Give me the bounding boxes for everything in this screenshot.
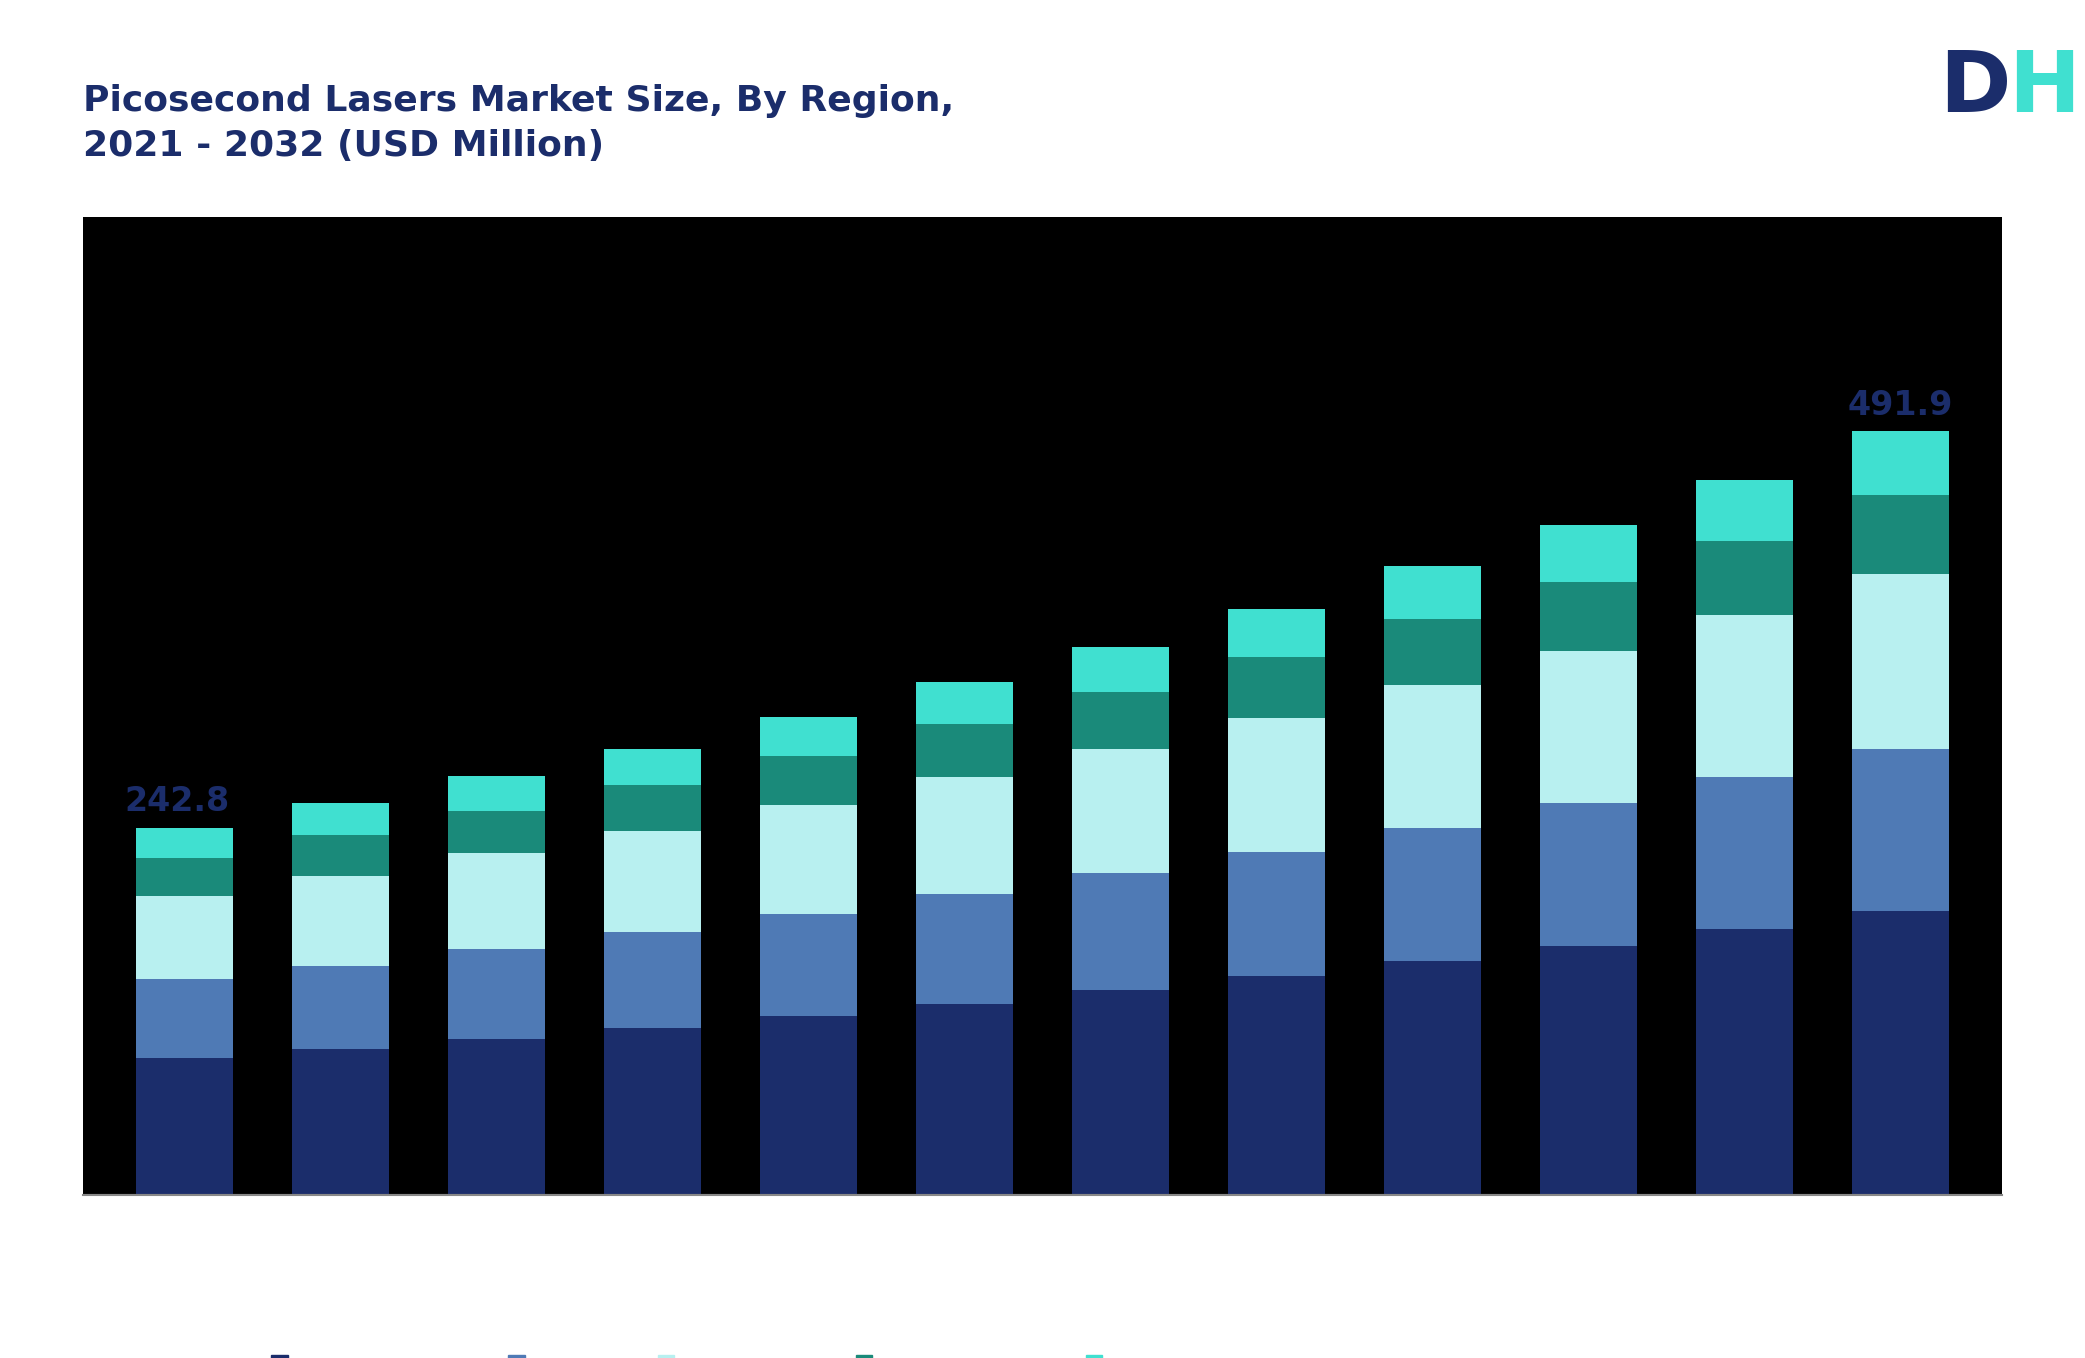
Bar — [761, 914, 857, 1016]
Bar — [1541, 581, 1637, 652]
Bar — [136, 896, 234, 979]
Bar — [605, 785, 701, 831]
Bar — [761, 805, 857, 914]
Text: D: D — [1939, 46, 2010, 130]
Bar — [292, 966, 390, 1050]
Bar — [915, 1004, 1013, 1195]
Bar — [292, 876, 390, 966]
Bar — [1541, 803, 1637, 947]
Bar — [761, 1016, 857, 1195]
Bar — [761, 717, 857, 756]
Bar — [915, 895, 1013, 1004]
Bar — [1384, 827, 1480, 961]
Bar — [136, 979, 234, 1058]
Bar — [1851, 748, 1949, 911]
Bar — [1228, 657, 1324, 718]
Legend: North America, Europe, Asia Pacific, Latin America, Middle East & Africa: North America, Europe, Asia Pacific, Lat… — [261, 1346, 1364, 1358]
Text: Picosecond Lasers Market Size, By Region,
2021 - 2032 (USD Million): Picosecond Lasers Market Size, By Region… — [83, 84, 955, 163]
Bar — [1072, 693, 1170, 748]
Bar — [761, 756, 857, 805]
Bar — [605, 831, 701, 933]
Bar — [1695, 479, 1793, 540]
Bar — [136, 858, 234, 896]
Bar — [1384, 566, 1480, 619]
Text: 491.9: 491.9 — [1847, 388, 1954, 422]
Bar — [1695, 929, 1793, 1195]
Bar — [1695, 777, 1793, 929]
Bar — [915, 777, 1013, 895]
Bar — [1228, 608, 1324, 657]
Bar — [448, 853, 544, 949]
Bar — [915, 724, 1013, 777]
Bar — [292, 1050, 390, 1195]
Bar — [136, 1058, 234, 1195]
Bar — [1384, 684, 1480, 827]
Bar — [1072, 748, 1170, 873]
Bar — [1072, 873, 1170, 990]
Bar — [1541, 652, 1637, 803]
Bar — [1072, 646, 1170, 693]
Bar — [1384, 961, 1480, 1195]
Bar — [448, 1039, 544, 1195]
Bar — [1228, 976, 1324, 1195]
Bar — [915, 682, 1013, 724]
Bar — [1384, 619, 1480, 684]
Text: 242.8: 242.8 — [125, 785, 229, 819]
Bar — [1851, 911, 1949, 1195]
Bar — [1695, 615, 1793, 777]
Bar — [1228, 718, 1324, 851]
Bar — [605, 933, 701, 1028]
Bar — [1541, 526, 1637, 581]
Bar — [1851, 432, 1949, 494]
Bar — [292, 803, 390, 835]
Bar — [1695, 540, 1793, 615]
Bar — [605, 1028, 701, 1195]
Bar — [136, 827, 234, 858]
Bar — [448, 775, 544, 811]
Bar — [1541, 947, 1637, 1195]
Bar — [1228, 851, 1324, 976]
Bar — [448, 949, 544, 1039]
Bar — [1851, 574, 1949, 748]
Bar — [605, 748, 701, 785]
Text: HR: HR — [2008, 46, 2085, 130]
Bar — [1072, 990, 1170, 1195]
Bar — [1851, 494, 1949, 574]
Bar — [292, 835, 390, 876]
Bar — [448, 811, 544, 853]
